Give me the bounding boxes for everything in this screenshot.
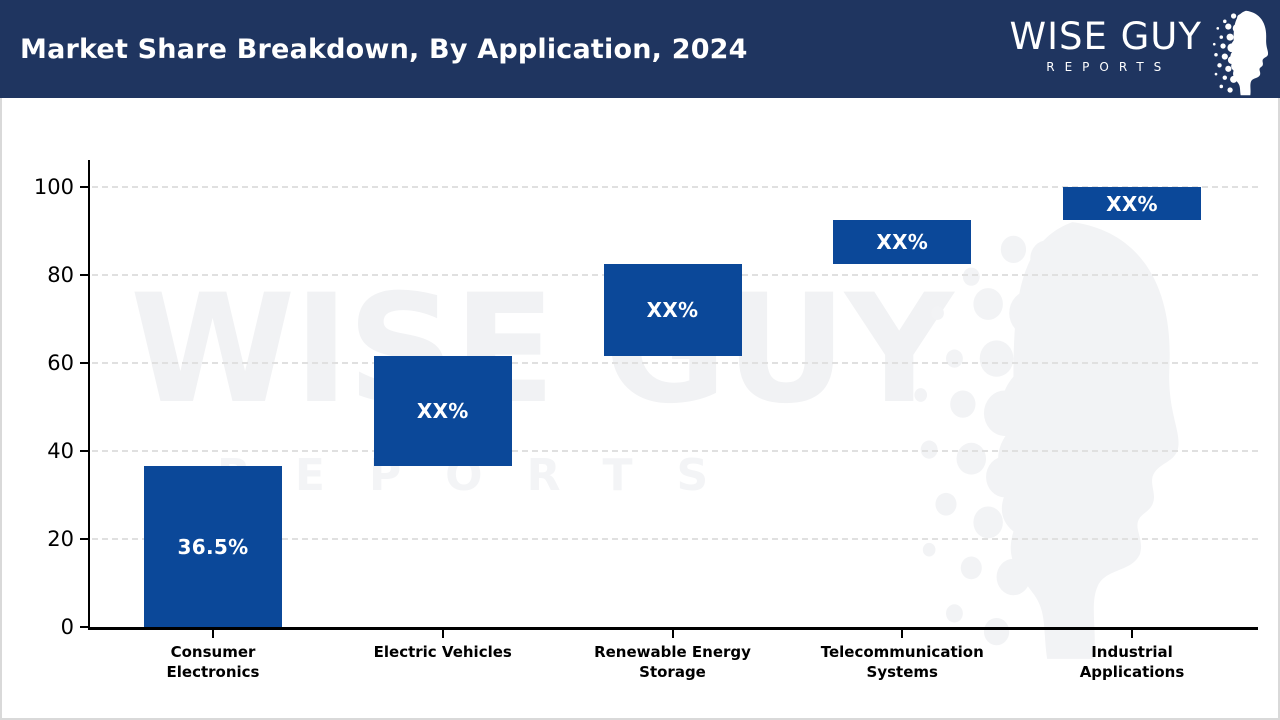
x-axis-tick xyxy=(901,630,904,638)
x-axis-tick xyxy=(212,630,214,638)
watermark-text-line1: WISE GUY xyxy=(130,263,954,437)
logo-wordmark: WISE GUY REPORTS xyxy=(1009,15,1202,74)
plot-area: 0 20 40 60 80 100 36.5% Consumer Electronics XX%… xyxy=(2,98,1280,718)
y-axis-tick-label: 80 xyxy=(47,263,74,287)
bar-value-label: XX% xyxy=(876,230,929,254)
bar-value-label: 36.5% xyxy=(177,534,249,559)
bar-consumer-electronics: 36.5% xyxy=(144,466,282,627)
gridline-60 xyxy=(92,362,1258,364)
bar-value-label: XX% xyxy=(416,399,469,424)
y-axis-tick-label: 100 xyxy=(33,175,74,199)
bar-renewable-energy-storage: XX% xyxy=(603,264,742,357)
bar-industrial-applications: XX% xyxy=(1063,187,1201,220)
x-axis-category-label: Renewable Energy Storage xyxy=(594,643,751,681)
y-axis-tick xyxy=(80,186,89,188)
gridline-20 xyxy=(92,538,1258,540)
x-axis-tick xyxy=(1131,630,1133,638)
logo-wordmark-line2: REPORTS xyxy=(1046,59,1172,74)
chart-panel: WISE GUY REPORTS 0 20 40 60 80 100 36.5% Consum… xyxy=(0,98,1280,720)
x-axis-tick xyxy=(441,630,444,638)
bar-value-label: XX% xyxy=(646,298,699,323)
y-axis-tick-label: 20 xyxy=(47,527,74,551)
bar-telecommunication-systems: XX% xyxy=(833,220,972,264)
y-axis-tick xyxy=(80,274,89,276)
y-axis-tick xyxy=(80,538,89,540)
y-axis-tick-label: 40 xyxy=(47,439,74,463)
x-axis-category-label: Consumer Electronics xyxy=(166,643,260,681)
logo-wordmark-line1: WISE GUY xyxy=(1009,15,1202,58)
header-bar: Market Share Breakdown, By Application, … xyxy=(0,0,1280,98)
y-axis-tick-label: 0 xyxy=(60,615,74,639)
y-axis-tick xyxy=(80,450,89,452)
x-axis-category-label: Telecommunication Systems xyxy=(820,643,984,681)
y-axis-tick-label: 60 xyxy=(47,351,74,375)
bar-value-label: XX% xyxy=(1106,191,1158,216)
gridline-100 xyxy=(92,186,1258,188)
x-axis-category-label: Electric Vehicles xyxy=(373,643,512,661)
bar-electric-vehicles: XX% xyxy=(373,356,512,467)
logo-head-icon xyxy=(1212,10,1269,96)
watermark-head-icon xyxy=(914,222,1179,659)
wise-guy-logo: WISE GUY REPORTS xyxy=(1010,7,1270,96)
y-axis-line xyxy=(88,160,90,630)
gridline-40 xyxy=(92,450,1258,452)
x-axis-category-label: Industrial Applications xyxy=(1079,643,1185,681)
y-axis-tick xyxy=(80,362,89,364)
y-axis-tick xyxy=(80,626,89,628)
x-axis-tick xyxy=(671,630,674,638)
page-title: Market Share Breakdown, By Application, … xyxy=(20,33,748,65)
x-axis-line xyxy=(88,627,1258,630)
